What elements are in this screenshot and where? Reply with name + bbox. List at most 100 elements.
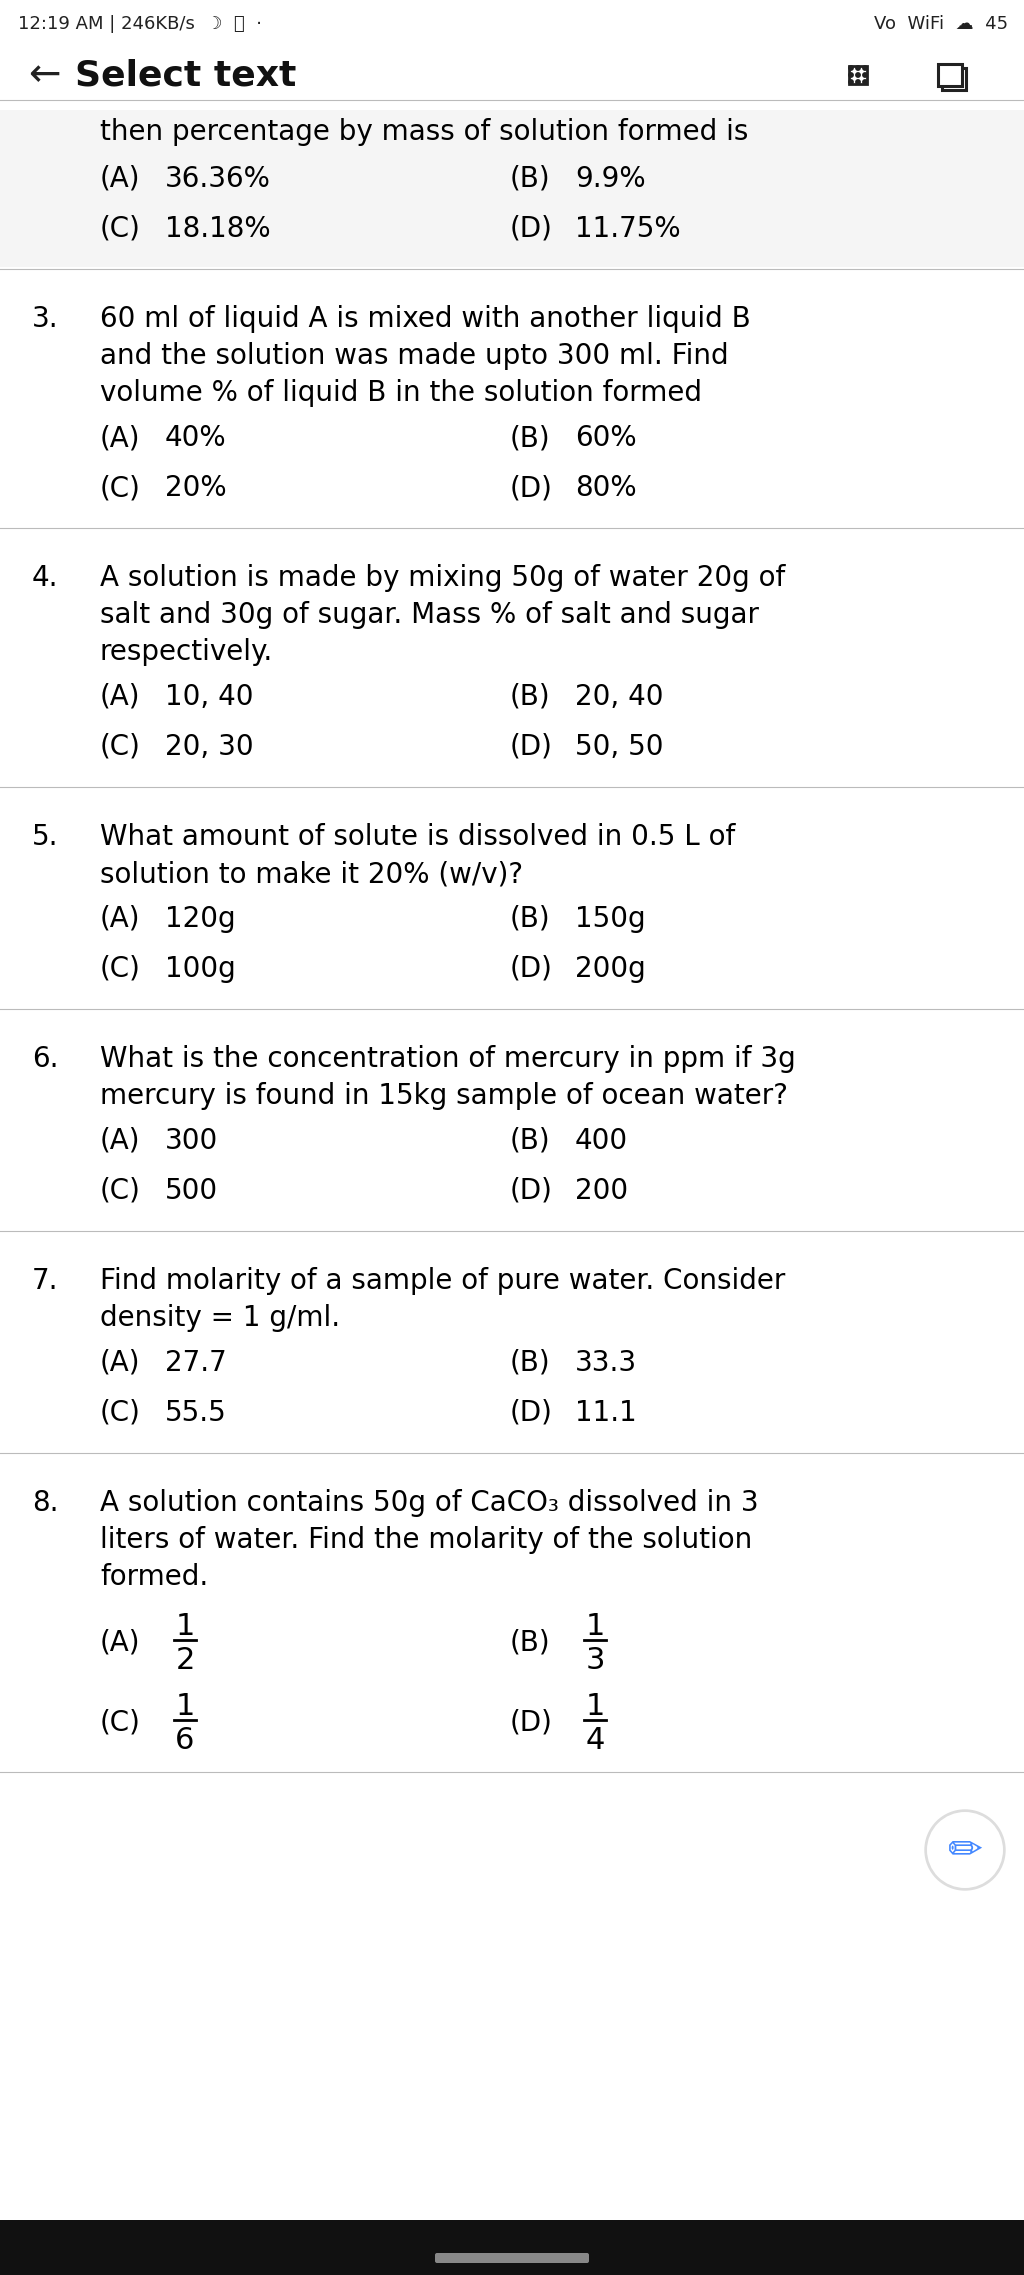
- Text: then percentage by mass of solution formed is: then percentage by mass of solution form…: [100, 118, 749, 146]
- Text: density = 1 g/ml.: density = 1 g/ml.: [100, 1304, 340, 1331]
- Circle shape: [849, 80, 853, 84]
- Circle shape: [863, 66, 867, 71]
- Text: 12:19 AM | 246KB/s  ☽  🔕  ·: 12:19 AM | 246KB/s ☽ 🔕 ·: [18, 16, 262, 34]
- Text: (B): (B): [510, 166, 551, 193]
- Text: (B): (B): [510, 423, 551, 453]
- Text: (B): (B): [510, 1349, 551, 1376]
- Text: (A): (A): [100, 682, 140, 712]
- Text: (B): (B): [510, 1629, 551, 1656]
- Text: 200g: 200g: [575, 956, 646, 983]
- Text: 4: 4: [586, 1727, 605, 1754]
- Text: 20, 30: 20, 30: [165, 733, 254, 762]
- Circle shape: [927, 1811, 1002, 1888]
- Text: (D): (D): [510, 733, 553, 762]
- Text: Vo  WiFi  ☁  45: Vo WiFi ☁ 45: [873, 16, 1008, 34]
- Text: 2: 2: [175, 1647, 195, 1674]
- Text: 80%: 80%: [575, 473, 637, 503]
- Text: (C): (C): [100, 1176, 141, 1206]
- Text: What is the concentration of mercury in ppm if 3g: What is the concentration of mercury in …: [100, 1044, 796, 1074]
- Text: (D): (D): [510, 1399, 553, 1426]
- Text: 8.: 8.: [32, 1490, 58, 1517]
- Text: A solution is made by mixing 50g of water 20g of: A solution is made by mixing 50g of wate…: [100, 564, 785, 592]
- Text: 60%: 60%: [575, 423, 637, 453]
- Circle shape: [849, 66, 853, 71]
- Text: 36.36%: 36.36%: [165, 166, 271, 193]
- Text: (B): (B): [510, 682, 551, 712]
- Circle shape: [863, 73, 867, 77]
- Text: respectively.: respectively.: [100, 637, 273, 667]
- Text: 10, 40: 10, 40: [165, 682, 254, 712]
- Text: (A): (A): [100, 1629, 140, 1656]
- Text: (D): (D): [510, 956, 553, 983]
- Text: (D): (D): [510, 216, 553, 243]
- Text: Find molarity of a sample of pure water. Consider: Find molarity of a sample of pure water.…: [100, 1267, 785, 1294]
- Text: 33.3: 33.3: [575, 1349, 637, 1376]
- Text: ✏: ✏: [947, 1829, 982, 1870]
- Text: (C): (C): [100, 1399, 141, 1426]
- Circle shape: [856, 80, 860, 84]
- Text: (B): (B): [510, 905, 551, 933]
- Text: (D): (D): [510, 473, 553, 503]
- Text: 1: 1: [175, 1693, 195, 1720]
- Text: (A): (A): [100, 905, 140, 933]
- Text: 400: 400: [575, 1126, 628, 1156]
- Text: 11.75%: 11.75%: [575, 216, 681, 243]
- Text: (A): (A): [100, 1126, 140, 1156]
- FancyBboxPatch shape: [435, 2252, 589, 2264]
- Text: 100g: 100g: [165, 956, 236, 983]
- Text: liters of water. Find the molarity of the solution: liters of water. Find the molarity of th…: [100, 1527, 753, 1554]
- Text: 20%: 20%: [165, 473, 226, 503]
- Circle shape: [849, 73, 853, 77]
- Text: 7.: 7.: [32, 1267, 58, 1294]
- Text: 60 ml of liquid A is mixed with another liquid B: 60 ml of liquid A is mixed with another …: [100, 305, 751, 332]
- Text: 20, 40: 20, 40: [575, 682, 664, 712]
- Text: 200: 200: [575, 1176, 628, 1206]
- Text: (C): (C): [100, 733, 141, 762]
- Text: (C): (C): [100, 216, 141, 243]
- Bar: [849, 66, 867, 84]
- Text: 27.7: 27.7: [165, 1349, 226, 1376]
- Circle shape: [925, 1811, 1005, 1891]
- Text: 500: 500: [165, 1176, 218, 1206]
- Text: 1: 1: [175, 1613, 195, 1640]
- Text: 1: 1: [586, 1613, 605, 1640]
- Text: 150g: 150g: [575, 905, 645, 933]
- Text: (B): (B): [510, 1126, 551, 1156]
- Circle shape: [856, 73, 860, 77]
- Text: 4.: 4.: [32, 564, 58, 592]
- Bar: [0, 2220, 1024, 2275]
- Text: (D): (D): [510, 1709, 553, 1736]
- Text: and the solution was made upto 300 ml. Find: and the solution was made upto 300 ml. F…: [100, 341, 729, 371]
- Text: 5.: 5.: [32, 824, 58, 851]
- Text: 11.1: 11.1: [575, 1399, 637, 1426]
- Text: solution to make it 20% (w/v)?: solution to make it 20% (w/v)?: [100, 860, 523, 887]
- Text: 3: 3: [586, 1647, 605, 1674]
- FancyBboxPatch shape: [942, 68, 966, 91]
- FancyBboxPatch shape: [938, 64, 962, 86]
- Text: (C): (C): [100, 1709, 141, 1736]
- Text: (A): (A): [100, 423, 140, 453]
- Bar: [0, 109, 1024, 266]
- Text: What amount of solute is dissolved in 0.5 L of: What amount of solute is dissolved in 0.…: [100, 824, 735, 851]
- Text: mercury is found in 15kg sample of ocean water?: mercury is found in 15kg sample of ocean…: [100, 1083, 788, 1110]
- Text: 300: 300: [165, 1126, 218, 1156]
- Text: A solution contains 50g of CaCO₃ dissolved in 3: A solution contains 50g of CaCO₃ dissolv…: [100, 1490, 759, 1517]
- Text: 40%: 40%: [165, 423, 226, 453]
- Text: (D): (D): [510, 1176, 553, 1206]
- Text: (C): (C): [100, 956, 141, 983]
- Text: 55.5: 55.5: [165, 1399, 226, 1426]
- Text: 50, 50: 50, 50: [575, 733, 664, 762]
- Text: 1: 1: [586, 1693, 605, 1720]
- Text: 18.18%: 18.18%: [165, 216, 270, 243]
- Text: 6: 6: [175, 1727, 195, 1754]
- Text: Select text: Select text: [75, 57, 296, 91]
- Text: (A): (A): [100, 166, 140, 193]
- Text: 9.9%: 9.9%: [575, 166, 645, 193]
- Text: ←: ←: [28, 57, 60, 93]
- Text: 3.: 3.: [32, 305, 58, 332]
- Text: salt and 30g of sugar. Mass % of salt and sugar: salt and 30g of sugar. Mass % of salt an…: [100, 601, 759, 628]
- Circle shape: [856, 66, 860, 71]
- Text: (A): (A): [100, 1349, 140, 1376]
- Text: (C): (C): [100, 473, 141, 503]
- Circle shape: [863, 80, 867, 84]
